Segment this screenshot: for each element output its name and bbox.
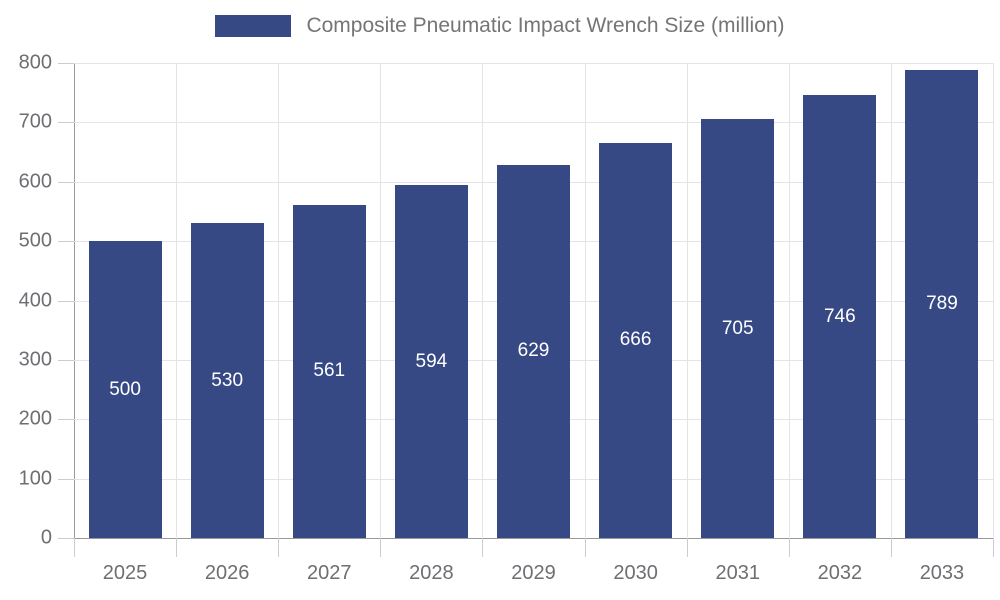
gridline-vertical (993, 63, 994, 538)
bar-value-label: 705 (721, 317, 754, 339)
bar[interactable]: 500 (88, 241, 162, 538)
x-tick-label: 2028 (409, 562, 454, 584)
x-tick-label: 2031 (715, 562, 760, 584)
y-tick-label: 200 (18, 407, 52, 430)
y-axis-tick (58, 122, 74, 124)
bar-value-label: 746 (823, 305, 856, 327)
bar-value-label: 666 (619, 329, 652, 351)
x-axis-tick (890, 538, 892, 557)
x-axis-tick (278, 538, 280, 557)
y-axis-tick (58, 300, 74, 302)
gridline-vertical (380, 63, 382, 538)
x-tick-label: 2025 (102, 562, 148, 584)
gridline-vertical (788, 63, 790, 538)
bar-value-label: 561 (313, 360, 346, 382)
y-tick-label: 600 (18, 170, 52, 193)
bar-value-label: 594 (415, 350, 448, 372)
x-axis-tick (993, 538, 994, 557)
legend-label: Composite Pneumatic Impact Wrench Size (… (306, 14, 785, 37)
y-axis-tick (58, 181, 74, 183)
y-tick-label: 300 (18, 348, 52, 371)
bar[interactable]: 705 (701, 119, 775, 538)
gridline-vertical (482, 63, 484, 538)
bar-value-label: 530 (211, 369, 244, 391)
y-axis-tick (58, 419, 74, 421)
x-axis-tick (74, 538, 75, 557)
gridline-vertical (686, 63, 688, 538)
x-tick-label: 2030 (613, 562, 658, 584)
y-tick-label: 800 (18, 51, 52, 74)
plot-area: 0 100 200 300 400 500 600 700 800 500 2025 530 2026 5… (19, 52, 994, 584)
bar[interactable]: 561 (292, 204, 366, 538)
bar[interactable]: 629 (496, 164, 570, 538)
gridline-horizontal (74, 122, 993, 124)
x-axis-tick (788, 538, 790, 557)
y-tick-label: 400 (18, 289, 52, 311)
y-axis-tick (58, 538, 74, 539)
bar[interactable]: 746 (803, 95, 877, 538)
y-axis-tick (58, 241, 74, 243)
y-tick-label: 0 (40, 526, 52, 549)
x-axis-line (58, 538, 993, 539)
x-axis-tick (482, 538, 484, 557)
legend-swatch-icon (215, 15, 292, 37)
y-axis-tick (58, 359, 74, 361)
x-tick-label: 2033 (919, 562, 965, 584)
gridline-horizontal (74, 63, 993, 64)
x-axis-tick (584, 538, 586, 557)
x-tick-label: 2029 (511, 562, 556, 584)
x-tick-label: 2026 (204, 562, 250, 584)
x-tick-label: 2032 (817, 562, 863, 584)
gridline-vertical (584, 63, 586, 538)
gridline-vertical (890, 63, 892, 538)
bar-value-label: 789 (926, 292, 958, 314)
x-axis-tick (380, 538, 382, 557)
y-axis-tick (58, 63, 74, 64)
y-tick-label: 500 (18, 229, 52, 252)
bar[interactable]: 789 (905, 69, 979, 538)
bar-value-label: 629 (517, 340, 550, 362)
gridline-vertical (176, 63, 178, 538)
legend[interactable]: Composite Pneumatic Impact Wrench Size (… (0, 14, 1000, 38)
y-tick-label: 100 (18, 467, 52, 490)
bar[interactable]: 594 (394, 185, 468, 538)
gridline-vertical (278, 63, 280, 538)
bar-value-label: 500 (109, 378, 141, 400)
x-axis-tick (176, 538, 178, 557)
x-axis-tick (686, 538, 688, 557)
y-tick-label: 700 (18, 110, 52, 133)
bar[interactable]: 530 (190, 223, 264, 538)
y-axis-tick (58, 478, 74, 480)
bar[interactable]: 666 (599, 142, 673, 538)
x-tick-label: 2027 (307, 562, 352, 584)
